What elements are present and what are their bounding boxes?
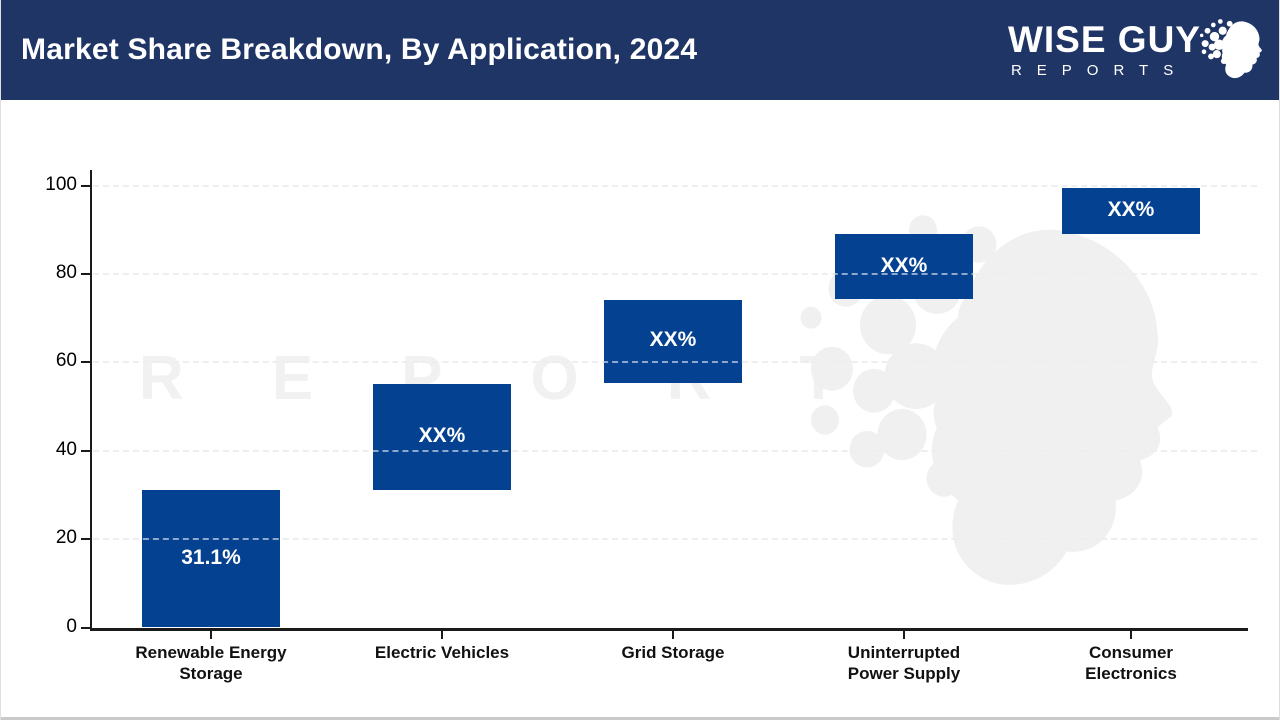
x-axis-line — [90, 627, 1248, 631]
header-bar: Market Share Breakdown, By Application, … — [1, 0, 1279, 100]
y-tick — [81, 626, 90, 629]
y-tick — [81, 272, 90, 275]
bar — [142, 490, 280, 628]
grid-line-overlay — [93, 272, 1257, 275]
logo-subtitle: REPORTS — [1010, 62, 1189, 79]
y-axis-line — [90, 170, 92, 629]
grid-line-overlay — [93, 538, 1257, 541]
x-category-label: Grid Storage — [621, 642, 725, 662]
bar-value-label: 31.1% — [181, 545, 241, 569]
grid-line-overlay — [93, 184, 1257, 187]
x-tick — [1130, 630, 1132, 639]
wise-guy-logo: WISE GUY REPORTS — [1008, 0, 1267, 100]
logo-head-icon — [1197, 11, 1267, 89]
bar-value-label: XX% — [1107, 197, 1155, 221]
grid-line-overlay — [93, 449, 1257, 452]
x-tick — [441, 630, 443, 639]
x-category-label: Renewable Energy Storage — [135, 642, 287, 683]
bottom-rule — [1, 717, 1279, 720]
bar — [835, 234, 973, 300]
x-tick — [672, 630, 674, 639]
x-category-label: Consumer Electronics — [1085, 642, 1177, 683]
logo-text: WISE GUY REPORTS — [1008, 21, 1201, 79]
bar-value-label: XX% — [649, 328, 697, 352]
y-tick — [81, 449, 90, 452]
grid-line-overlay — [93, 361, 1257, 364]
bar — [1062, 187, 1200, 235]
x-tick — [903, 630, 905, 639]
y-tick-label: 0 — [66, 615, 77, 637]
y-tick-label: 60 — [55, 350, 77, 372]
x-tick — [210, 630, 212, 639]
page-title: Market Share Breakdown, By Application, … — [21, 33, 698, 66]
x-category-label: Electric Vehicles — [374, 642, 510, 662]
logo-wordmark: WISE GUY — [1007, 19, 1201, 60]
bar-value-label: XX% — [418, 423, 466, 447]
bar — [373, 383, 511, 491]
y-tick-label: 40 — [55, 438, 77, 460]
y-tick — [81, 361, 90, 364]
bar — [604, 299, 742, 383]
y-tick — [81, 538, 90, 541]
bar-value-label: XX% — [880, 253, 928, 277]
x-category-label: Uninterrupted Power Supply — [847, 642, 961, 683]
y-tick-label: 20 — [55, 527, 77, 549]
y-tick-label: 100 — [45, 173, 77, 195]
y-tick-label: 80 — [55, 261, 77, 283]
y-tick — [81, 184, 90, 187]
